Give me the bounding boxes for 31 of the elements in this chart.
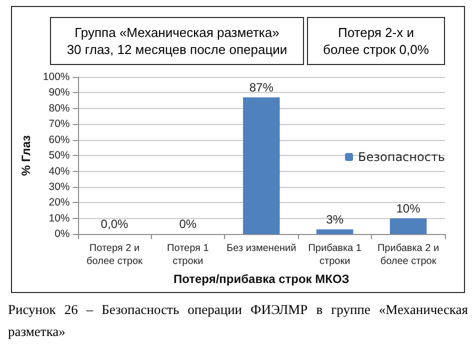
y-tick-label: 0% (54, 228, 70, 240)
x-tick-label: Без изменений (226, 243, 296, 254)
bar (316, 229, 354, 234)
y-tick-label: 50% (48, 150, 70, 162)
bar (243, 97, 280, 234)
chart-subtitle: 30 глаз, 12 месяцев после операции (66, 41, 288, 58)
data-label: 0,0% (100, 217, 128, 232)
x-tick-label: Прибавка 2 и более строк (377, 243, 440, 268)
text: Рисунок 26 – Безопасность операции ФИЭЛМР в группе «Механическая разметка» (8, 301, 468, 341)
y-tick-label: 80% (48, 102, 70, 114)
x-tick-label: Потеря 1 строки (167, 243, 210, 268)
chart-title: Группа «Механическая разметка» (74, 24, 280, 41)
y-tick-label: 30% (48, 180, 70, 193)
y-tick-label: 70% (48, 118, 70, 130)
text: Потеря 2-х и более строк 0,0% (322, 24, 430, 58)
data-label: 87% (249, 80, 274, 94)
y-tick-label: 20% (48, 196, 70, 209)
x-tick-label: Прибавка 1 строки (308, 243, 362, 268)
data-label: 3% (326, 212, 344, 226)
x-tick-label: Потеря 2 и более строк (86, 243, 144, 268)
y-tick-label: 10% (48, 212, 70, 224)
data-label: 10% (396, 201, 421, 216)
legend-label: Безопасность (358, 150, 445, 164)
y-tick-label: 90% (48, 86, 70, 99)
bar (390, 218, 427, 234)
data-label: 0% (179, 217, 197, 232)
y-tick-label: 40% (48, 165, 70, 178)
y-axis-title: % Глаз (19, 135, 33, 176)
y-tick-label: 60% (48, 134, 70, 146)
x-axis-title: Потеря/прибавка строк МКОЗ (173, 272, 350, 286)
y-tick-label: 100% (42, 71, 70, 83)
